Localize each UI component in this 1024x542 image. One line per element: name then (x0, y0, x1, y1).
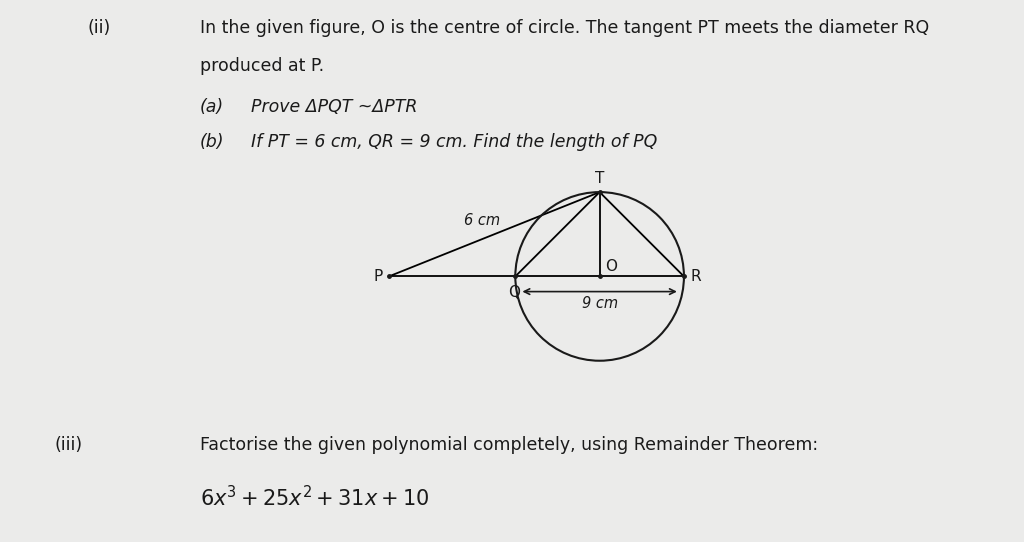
Text: 9 cm: 9 cm (582, 296, 617, 311)
Text: Q: Q (508, 285, 520, 300)
Text: Factorise the given polynomial completely, using Remainder Theorem:: Factorise the given polynomial completel… (200, 436, 818, 454)
Text: Prove ΔPQT ~ΔPTR: Prove ΔPQT ~ΔPTR (251, 98, 418, 115)
Text: In the given figure, O is the centre of circle. The tangent PT meets the diamete: In the given figure, O is the centre of … (200, 19, 929, 37)
Text: (iii): (iii) (54, 436, 82, 454)
Text: (a): (a) (200, 98, 224, 115)
Text: 6 cm: 6 cm (464, 212, 500, 228)
Text: O: O (605, 260, 616, 274)
Text: (b): (b) (200, 133, 224, 151)
Text: T: T (595, 171, 604, 186)
Text: $6x^3 + 25x^2 + 31x + 10$: $6x^3 + 25x^2 + 31x + 10$ (200, 485, 429, 510)
Text: (ii): (ii) (87, 19, 111, 37)
Text: P: P (374, 269, 383, 284)
Text: produced at P.: produced at P. (200, 57, 324, 75)
Text: If PT = 6 cm, QR = 9 cm. Find the length of PQ: If PT = 6 cm, QR = 9 cm. Find the length… (251, 133, 657, 151)
Text: R: R (690, 269, 700, 284)
